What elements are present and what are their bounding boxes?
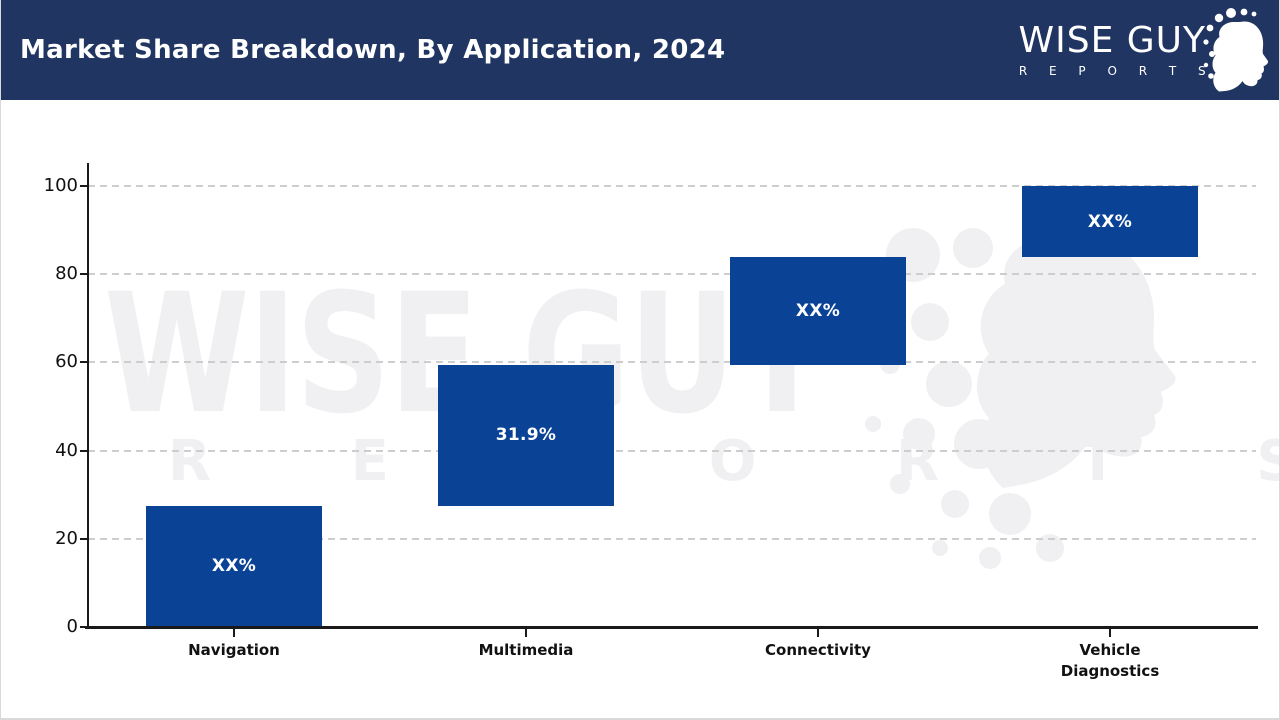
- gridline-20: [88, 537, 1256, 540]
- y-axis-line: [87, 163, 89, 629]
- gridline-60: [88, 361, 1256, 364]
- x-category-label-vehicle-diagnostics: Vehicle Diagnostics: [1060, 641, 1160, 680]
- header-bar: Market Share Breakdown, By Application, …: [0, 0, 1280, 100]
- dotted-head-icon: [1203, 8, 1268, 92]
- x-tick-multimedia: [525, 629, 527, 637]
- bar-vehicle-diagnostics: XX%: [1022, 186, 1198, 258]
- bar-value-label-multimedia: 31.9%: [495, 425, 557, 446]
- y-tick-label-100: 100: [43, 175, 78, 196]
- wise-guy-reports-logo: WISE GUY R E P O R T S: [1018, 8, 1268, 92]
- x-category-label-navigation: Navigation: [188, 641, 280, 659]
- y-tick-0: [80, 626, 88, 628]
- y-tick-label-60: 60: [55, 351, 78, 373]
- y-tick-label-0: 0: [66, 616, 78, 637]
- y-tick-20: [80, 537, 88, 540]
- y-tick-40: [80, 449, 88, 452]
- y-tick-60: [80, 361, 88, 364]
- x-category-label-connectivity: Connectivity: [765, 641, 871, 659]
- x-category-label-multimedia: Multimedia: [478, 641, 574, 659]
- gridline-100: [88, 185, 1256, 187]
- x-tick-navigation: [233, 629, 235, 637]
- bar-connectivity: XX%: [730, 257, 906, 366]
- bar-value-label-navigation: XX%: [211, 556, 257, 577]
- y-tick-80: [80, 273, 88, 276]
- chart-title: Market Share Breakdown, By Application, …: [20, 35, 726, 65]
- x-tick-vehicle-diagnostics: [1109, 629, 1111, 637]
- y-tick-label-80: 80: [55, 263, 78, 285]
- watermark-head-icon: [865, 228, 1176, 569]
- bar-multimedia: 31.9%: [438, 365, 614, 506]
- gridline-80: [88, 273, 1256, 276]
- gridline-40: [88, 449, 1256, 452]
- y-tick-label-20: 20: [55, 527, 78, 549]
- bar-value-label-vehicle-diagnostics: XX%: [1087, 211, 1133, 232]
- x-axis-line: [85, 626, 1258, 629]
- bar-value-label-connectivity: XX%: [795, 301, 841, 322]
- y-tick-100: [80, 185, 88, 187]
- logo-wordmark: WISE GUY: [1018, 19, 1206, 61]
- bar-navigation: XX%: [146, 505, 322, 627]
- logo-subtitle: R E P O R T S: [1018, 63, 1215, 78]
- x-tick-connectivity: [817, 629, 819, 637]
- y-tick-label-40: 40: [55, 439, 78, 461]
- logo-text: WISE GUY R E P O R T S: [1018, 19, 1207, 78]
